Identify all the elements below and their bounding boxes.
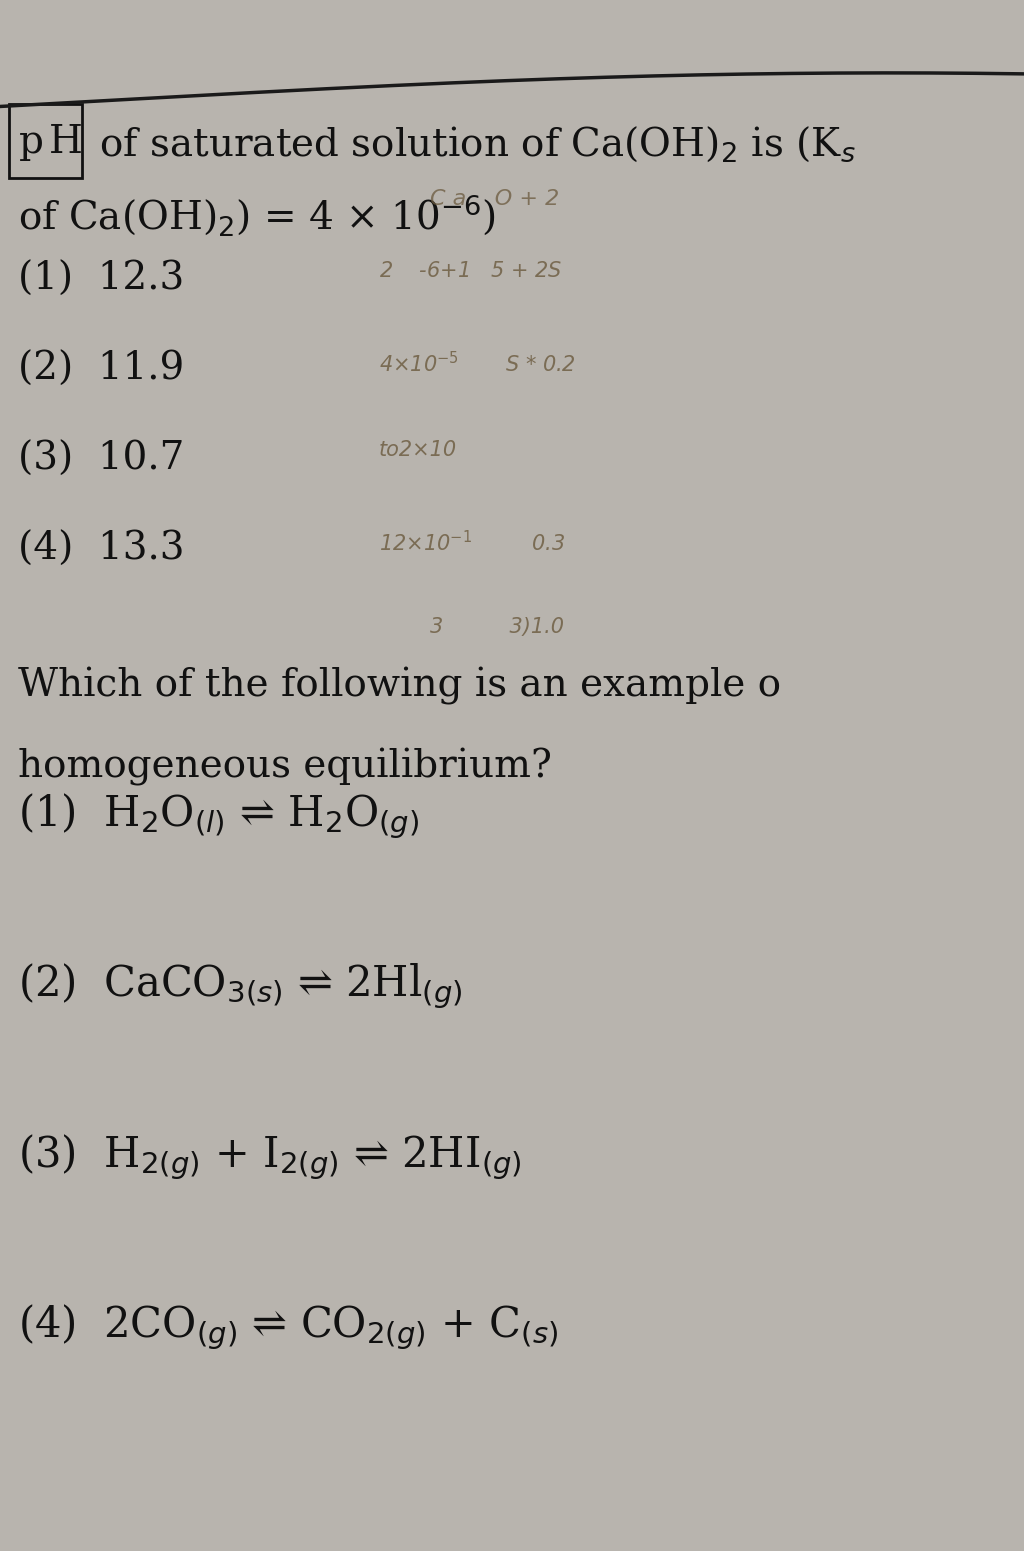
Text: 2    -6+1   5 + 2$\mathit{S}$: 2 -6+1 5 + 2$\mathit{S}$	[379, 261, 562, 281]
Text: H: H	[49, 124, 83, 161]
Text: C a    O + 2: C a O + 2	[430, 189, 559, 209]
Text: 12×10$^{-1}$         0.3: 12×10$^{-1}$ 0.3	[379, 530, 565, 555]
Text: of saturated solution of Ca(OH)$_2$ is (K$_{s}$: of saturated solution of Ca(OH)$_2$ is (…	[87, 124, 856, 164]
Text: (2)  11.9: (2) 11.9	[18, 351, 184, 388]
Text: p: p	[18, 124, 43, 161]
Text: (3)  H$_{2(g)}$ + I$_{2(g)}$ ⇌ 2HI$_{(g)}$: (3) H$_{2(g)}$ + I$_{2(g)}$ ⇌ 2HI$_{(g)}…	[18, 1132, 522, 1182]
Text: Which of the following is an example o: Which of the following is an example o	[18, 667, 781, 706]
Text: of Ca(OH)$_2$) = 4 × 10$^{-6}$): of Ca(OH)$_2$) = 4 × 10$^{-6}$)	[18, 192, 496, 237]
Text: (4)  2CO$_{(g)}$ ⇌ CO$_{2(g)}$ + C$_{(s)}$: (4) 2CO$_{(g)}$ ⇌ CO$_{2(g)}$ + C$_{(s)}…	[18, 1303, 559, 1352]
Text: 4×10$^{-5}$       $\mathit{S}$ * 0.2: 4×10$^{-5}$ $\mathit{S}$ * 0.2	[379, 351, 575, 375]
Text: (1)  H$_2$O$_{(l)}$ ⇌ H$_2$O$_{(g)}$: (1) H$_2$O$_{(l)}$ ⇌ H$_2$O$_{(g)}$	[18, 791, 420, 841]
Text: (2)  CaCO$_{3(s)}$ ⇌ 2Hl$_{(g)}$: (2) CaCO$_{3(s)}$ ⇌ 2Hl$_{(g)}$	[18, 962, 463, 1011]
Text: (1)  12.3: (1) 12.3	[18, 261, 184, 298]
Text: (3)  10.7: (3) 10.7	[18, 440, 184, 478]
Text: (4)  13.3: (4) 13.3	[18, 530, 185, 568]
Text: 3          3)1.0: 3 3)1.0	[430, 617, 564, 637]
Text: to2×10: to2×10	[379, 440, 457, 461]
Text: homogeneous equilibrium?: homogeneous equilibrium?	[18, 748, 552, 786]
